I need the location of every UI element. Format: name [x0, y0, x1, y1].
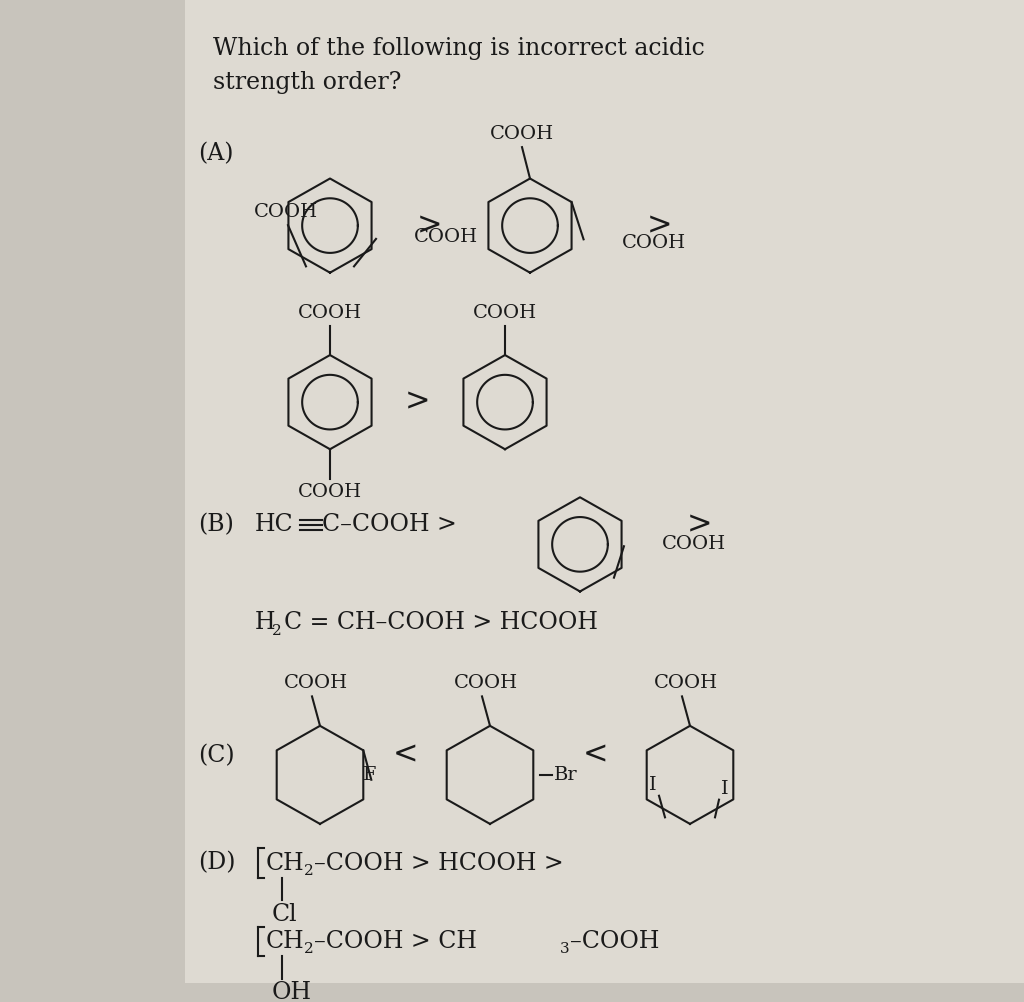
Text: CH: CH	[266, 852, 304, 875]
Text: –COOH: –COOH	[570, 930, 659, 953]
Text: (C): (C)	[198, 743, 234, 767]
Text: COOH: COOH	[254, 203, 318, 221]
Text: >: >	[406, 387, 431, 418]
Text: 2: 2	[304, 943, 313, 957]
Text: I: I	[721, 780, 729, 798]
Text: HC: HC	[255, 513, 294, 536]
Text: 2: 2	[272, 623, 282, 637]
Text: Which of the following is incorrect acidic: Which of the following is incorrect acid…	[213, 37, 705, 60]
Text: H: H	[255, 611, 275, 634]
Text: <: <	[583, 739, 608, 771]
Text: –COOH > HCOOH >: –COOH > HCOOH >	[314, 852, 564, 875]
Text: 2: 2	[304, 864, 313, 878]
Text: COOH: COOH	[489, 125, 554, 143]
Text: I: I	[649, 776, 657, 794]
Text: COOH: COOH	[298, 304, 362, 322]
Text: COOH: COOH	[454, 674, 518, 692]
Text: COOH: COOH	[298, 483, 362, 501]
Text: CH: CH	[266, 930, 304, 953]
Text: OH: OH	[272, 981, 312, 1002]
Text: 3: 3	[560, 943, 569, 957]
Text: strength order?: strength order?	[213, 70, 401, 93]
Text: COOH: COOH	[414, 227, 478, 245]
Text: <: <	[392, 739, 418, 771]
Text: COOH: COOH	[654, 674, 718, 692]
Text: (B): (B)	[198, 513, 233, 536]
Text: (D): (D)	[198, 852, 236, 875]
Text: COOH: COOH	[284, 674, 348, 692]
Text: Br: Br	[554, 766, 578, 784]
Text: COOH: COOH	[662, 535, 726, 553]
Text: (A): (A)	[198, 142, 233, 165]
Text: F: F	[362, 766, 376, 784]
Text: Cl: Cl	[272, 903, 298, 926]
Text: COOH: COOH	[622, 234, 686, 253]
Text: >: >	[647, 210, 673, 241]
Text: –COOH > CH: –COOH > CH	[314, 930, 477, 953]
Text: C = CH–COOH > HCOOH: C = CH–COOH > HCOOH	[284, 611, 598, 634]
Bar	[185, 0, 1024, 983]
Text: >: >	[687, 509, 713, 540]
Text: C–COOH >: C–COOH >	[322, 513, 457, 536]
Text: COOH: COOH	[473, 304, 537, 322]
Text: >: >	[417, 210, 442, 241]
